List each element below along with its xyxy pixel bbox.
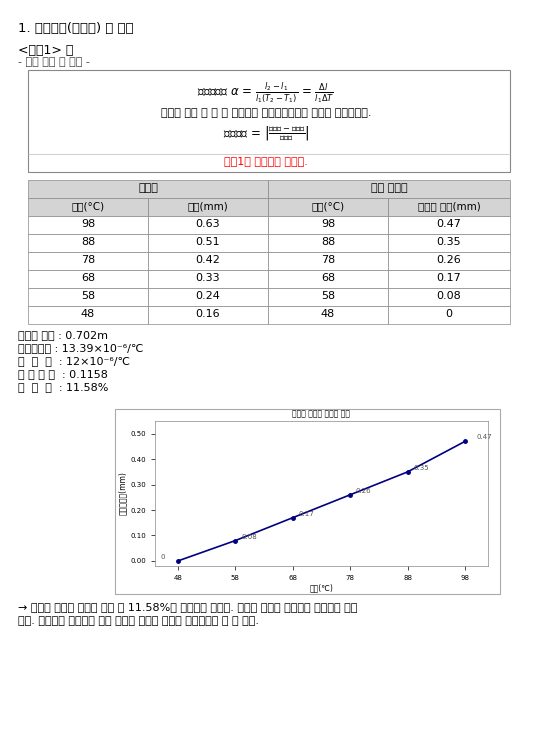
Text: 선팽창계수 : 13.39×10⁻⁶/℃: 선팽창계수 : 13.39×10⁻⁶/℃ xyxy=(18,343,143,353)
Y-axis label: 늘어난길이(mm): 늘어난길이(mm) xyxy=(118,471,127,516)
Bar xyxy=(268,180,510,198)
Bar xyxy=(388,288,510,306)
Text: 68: 68 xyxy=(81,273,95,283)
Text: 늘금(mm): 늘금(mm) xyxy=(188,201,228,211)
Text: 측정시: 측정시 xyxy=(138,183,158,193)
Text: 늘어난 길이(mm): 늘어난 길이(mm) xyxy=(418,201,480,211)
Text: 선팽창계수 $\alpha$ = $\frac{l_2 - l_1}{l_1(T_2 - T_1)}$ = $\frac{\Delta l}{l_1 \Delt: 선팽창계수 $\alpha$ = $\frac{l_2 - l_1}{l_1(T… xyxy=(197,80,335,105)
Text: 0: 0 xyxy=(446,309,453,319)
Bar xyxy=(115,409,500,594)
Text: 0.16: 0.16 xyxy=(196,309,220,319)
Bar xyxy=(148,288,268,306)
Bar xyxy=(28,270,148,288)
Text: 68: 68 xyxy=(321,273,335,283)
Text: 실험1에 적용되는 공식들.: 실험1에 적용되는 공식들. xyxy=(224,156,308,166)
Text: 98: 98 xyxy=(81,219,95,229)
Text: 겠다. 그래프의 모양으로 보아 온도와 늘어난 길이는 정비례함을 알 수 있다.: 겠다. 그래프의 모양으로 보아 온도와 늘어난 길이는 정비례함을 알 수 있… xyxy=(18,616,259,626)
Text: 온도(°C): 온도(°C) xyxy=(71,201,104,211)
Text: 0.08: 0.08 xyxy=(241,534,257,540)
Text: 48: 48 xyxy=(321,309,335,319)
Bar xyxy=(388,306,510,324)
Text: 상 대 오 차  : 0.1158: 상 대 오 차 : 0.1158 xyxy=(18,369,108,379)
Bar xyxy=(148,198,268,216)
Text: 0.47: 0.47 xyxy=(477,434,492,440)
Text: 0.63: 0.63 xyxy=(196,219,220,229)
Text: 0.17: 0.17 xyxy=(298,510,314,516)
Text: 1. 실험결과(데이터) 및 분석: 1. 실험결과(데이터) 및 분석 xyxy=(18,22,134,35)
Bar xyxy=(388,252,510,270)
Bar xyxy=(148,234,268,252)
Text: 88: 88 xyxy=(81,237,95,247)
Bar xyxy=(148,216,268,234)
Text: 0.42: 0.42 xyxy=(196,255,221,265)
Bar xyxy=(388,234,510,252)
Text: 0.17: 0.17 xyxy=(437,273,462,283)
Bar xyxy=(28,234,148,252)
Text: 88: 88 xyxy=(321,237,335,247)
Text: 48: 48 xyxy=(81,309,95,319)
Text: 결과 처리시: 결과 처리시 xyxy=(370,183,407,193)
Bar xyxy=(268,252,388,270)
Bar xyxy=(28,216,148,234)
Bar xyxy=(268,306,388,324)
Bar xyxy=(388,198,510,216)
Bar xyxy=(28,198,148,216)
Bar xyxy=(28,180,268,198)
Bar xyxy=(28,288,148,306)
Bar xyxy=(388,270,510,288)
Bar xyxy=(148,252,268,270)
Bar xyxy=(148,270,268,288)
Text: 0.51: 0.51 xyxy=(196,237,220,247)
Text: <실험1> 철: <실험1> 철 xyxy=(18,44,74,57)
Text: 0.47: 0.47 xyxy=(437,219,462,229)
Text: 0.35: 0.35 xyxy=(437,237,462,247)
Text: 0: 0 xyxy=(161,554,165,560)
Bar xyxy=(28,70,510,172)
Text: 오  차  율  : 11.58%: 오 차 율 : 11.58% xyxy=(18,382,108,392)
Text: 0.35: 0.35 xyxy=(414,465,429,470)
Text: 78: 78 xyxy=(81,255,95,265)
Bar xyxy=(268,288,388,306)
Bar xyxy=(268,198,388,216)
Bar xyxy=(388,216,510,234)
Text: 0.24: 0.24 xyxy=(196,291,221,301)
X-axis label: 온도(℃): 온도(℃) xyxy=(310,584,334,593)
Bar xyxy=(268,216,388,234)
Text: 이  론  값  : 12×10⁻⁶/℃: 이 론 값 : 12×10⁻⁶/℃ xyxy=(18,356,130,366)
Bar xyxy=(268,234,388,252)
Text: → 선팽창 계수를 계산한 결과 약 11.58%의 오차율을 보였다. 오차의 원인은 고찰에서 자세하게 다루: → 선팽창 계수를 계산한 결과 약 11.58%의 오차율을 보였다. 오차의… xyxy=(18,602,357,612)
Text: - 실험 결과 및 분석 -: - 실험 결과 및 분석 - xyxy=(18,57,90,67)
Bar xyxy=(148,306,268,324)
Text: 온도(°C): 온도(°C) xyxy=(311,201,344,211)
Text: 시료의 길이 : 0.702m: 시료의 길이 : 0.702m xyxy=(18,330,108,340)
Text: 0.08: 0.08 xyxy=(437,291,462,301)
Title: 온도와 늘어난 길이의 관계: 온도와 늘어난 길이의 관계 xyxy=(293,410,351,418)
Text: 0.26: 0.26 xyxy=(356,488,372,494)
Text: 0.26: 0.26 xyxy=(437,255,462,265)
Text: 상대오차 = $\left|\frac{측정값 - 이론값}{이론값}\right|$: 상대오차 = $\left|\frac{측정값 - 이론값}{이론값}\righ… xyxy=(223,125,309,143)
Text: 58: 58 xyxy=(321,291,335,301)
Bar xyxy=(28,306,148,324)
Text: 여러번 실험 한 것 이 아니므로 평균제곱오차는 구하지 않겠습니다.: 여러번 실험 한 것 이 아니므로 평균제곱오차는 구하지 않겠습니다. xyxy=(161,108,372,118)
Text: 98: 98 xyxy=(321,219,335,229)
Bar xyxy=(268,270,388,288)
Text: 0.33: 0.33 xyxy=(196,273,220,283)
Text: 58: 58 xyxy=(81,291,95,301)
Text: 78: 78 xyxy=(321,255,335,265)
Bar xyxy=(28,252,148,270)
